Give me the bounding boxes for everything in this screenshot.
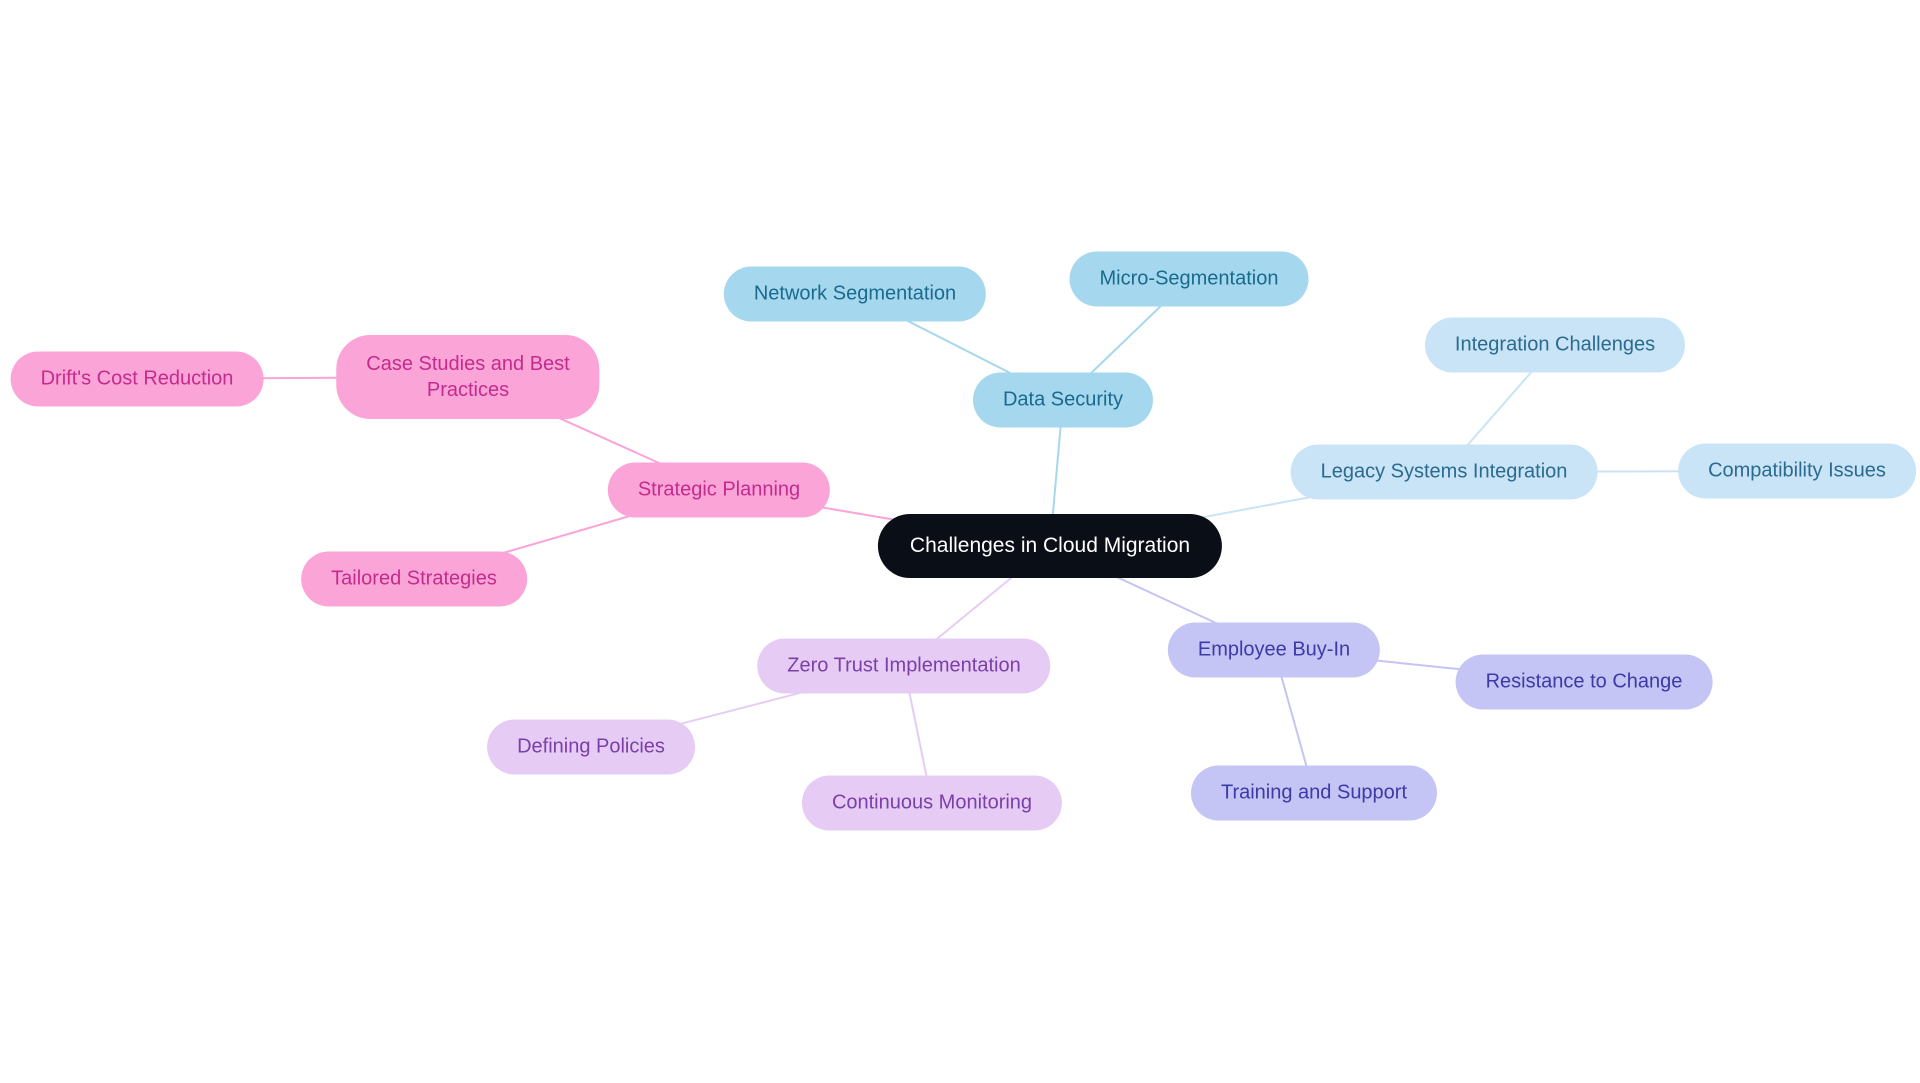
- node-integration-ch: Integration Challenges: [1425, 318, 1685, 373]
- node-label: Resistance to Change: [1486, 671, 1683, 694]
- node-label: Challenges in Cloud Migration: [910, 534, 1190, 558]
- node-data-security: Data Security: [973, 373, 1153, 428]
- node-micro-seg: Micro-Segmentation: [1070, 252, 1309, 307]
- node-label: Case Studies and Best Practices: [366, 351, 569, 403]
- node-monitoring: Continuous Monitoring: [802, 776, 1062, 831]
- node-zerotrust: Zero Trust Implementation: [757, 639, 1050, 694]
- node-strategic: Strategic Planning: [608, 463, 830, 518]
- node-drift: Drift's Cost Reduction: [11, 352, 264, 407]
- node-label: Defining Policies: [517, 736, 665, 759]
- node-policies: Defining Policies: [487, 720, 695, 775]
- node-label: Continuous Monitoring: [832, 792, 1032, 815]
- node-label: Legacy Systems Integration: [1321, 461, 1568, 484]
- node-label: Tailored Strategies: [331, 568, 497, 591]
- node-label: Training and Support: [1221, 782, 1407, 805]
- node-training: Training and Support: [1191, 766, 1437, 821]
- node-label: Employee Buy-In: [1198, 639, 1350, 662]
- node-label: Strategic Planning: [638, 479, 800, 502]
- node-tailored: Tailored Strategies: [301, 552, 527, 607]
- node-employee: Employee Buy-In: [1168, 623, 1380, 678]
- node-label: Integration Challenges: [1455, 334, 1655, 357]
- node-compat: Compatibility Issues: [1678, 444, 1916, 499]
- node-label: Compatibility Issues: [1708, 460, 1886, 483]
- node-casestudies: Case Studies and Best Practices: [336, 335, 599, 419]
- mindmap-canvas: Challenges in Cloud Migration Data Securi…: [0, 0, 1920, 1083]
- node-label: Data Security: [1003, 389, 1123, 412]
- node-label: Network Segmentation: [754, 283, 956, 306]
- node-resistance: Resistance to Change: [1456, 655, 1713, 710]
- node-label: Zero Trust Implementation: [787, 655, 1020, 678]
- node-network-seg: Network Segmentation: [724, 267, 986, 322]
- node-legacy: Legacy Systems Integration: [1291, 445, 1598, 500]
- node-label: Drift's Cost Reduction: [41, 368, 234, 391]
- node-root: Challenges in Cloud Migration: [878, 514, 1222, 578]
- node-label: Micro-Segmentation: [1100, 268, 1279, 291]
